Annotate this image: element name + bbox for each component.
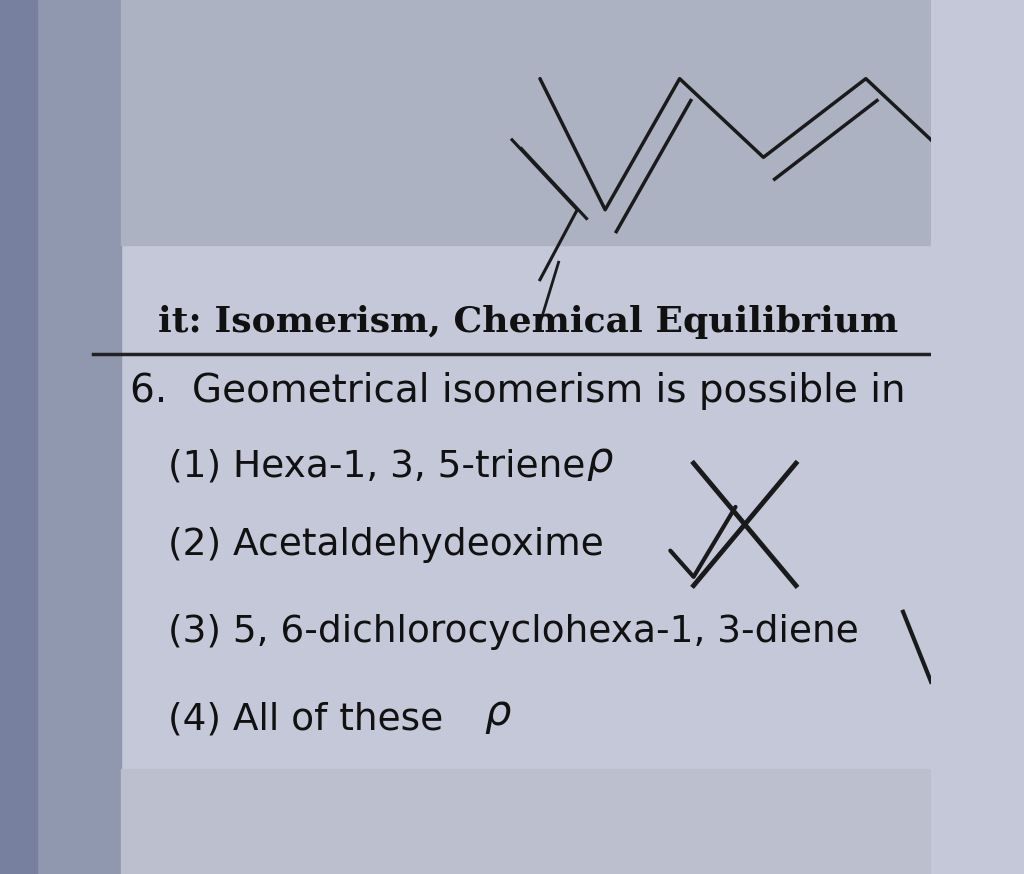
Bar: [0, 0, 121, 874]
Bar: [0, 0, 37, 874]
Text: (4) All of these: (4) All of these: [168, 702, 442, 738]
Text: ρ: ρ: [484, 692, 511, 734]
Text: (3) 5, 6-dichlorocyclohexa-1, 3-diene: (3) 5, 6-dichlorocyclohexa-1, 3-diene: [168, 614, 858, 650]
Bar: [121, 769, 931, 874]
Text: ρ: ρ: [587, 439, 613, 481]
Text: 6.  Geometrical isomerism is possible in: 6. Geometrical isomerism is possible in: [130, 372, 906, 410]
Text: (2) Acetaldehydeoxime: (2) Acetaldehydeoxime: [168, 527, 603, 563]
Text: it: Isomerism, Chemical Equilibrium: it: Isomerism, Chemical Equilibrium: [159, 305, 898, 339]
Bar: [121, 0, 931, 245]
Text: (1) Hexa-1, 3, 5-triene: (1) Hexa-1, 3, 5-triene: [168, 448, 585, 484]
